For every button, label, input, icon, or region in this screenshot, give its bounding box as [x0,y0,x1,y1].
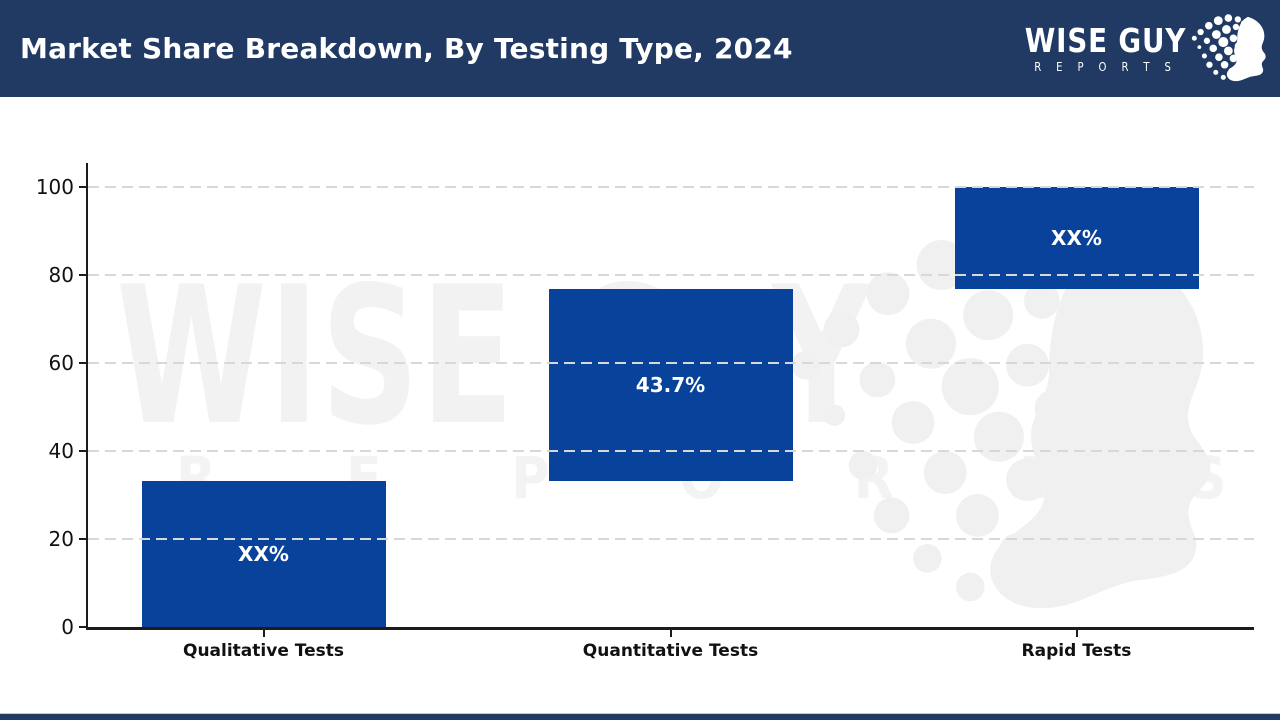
gridline [88,450,1254,452]
x-tick-mark [262,628,265,637]
page-title: Market Share Breakdown, By Testing Type,… [20,32,793,65]
gridline [88,362,1254,364]
y-tick-mark [79,186,87,188]
header-bar: Market Share Breakdown, By Testing Type,… [0,0,1280,97]
logo-text: WISE GUY R E P O R T S [1024,24,1186,74]
gridline [88,538,1254,540]
x-category-label: Qualitative Tests [183,641,344,661]
y-tick-label: 20 [48,527,74,551]
y-tick-mark [79,362,87,364]
footer-bar [0,713,1280,720]
bar-segment [548,288,793,481]
y-tick-mark [79,626,87,628]
x-category-label: Quantitative Tests [582,641,759,661]
logo-name: WISE GUY [1024,20,1186,60]
y-tick-mark [79,274,87,276]
gridline [88,186,1254,188]
bar-value-label: 43.7% [635,372,706,397]
logo-subtitle: R E P O R T S [1033,59,1177,74]
x-category-label: Rapid Tests [1021,641,1132,661]
wiseguy-logo: WISE GUY R E P O R T S [994,13,1280,84]
bar-value-label: XX% [238,541,289,566]
gridline [88,274,1254,276]
y-tick-label: 60 [48,351,74,375]
y-tick-label: 40 [48,439,74,463]
y-tick-mark [79,538,87,540]
bar-segment [954,187,1199,289]
chart-area: WISE G Y R E P O R T S XX%43.7%XX%020406… [0,97,1280,720]
y-tick-label: 100 [35,175,74,199]
x-tick-mark [669,628,672,637]
y-tick-label: 0 [61,615,74,639]
bar-segment [141,480,386,627]
y-axis-line [86,163,88,630]
wiseguy-face-icon [1191,13,1266,81]
y-tick-label: 80 [48,263,74,287]
y-tick-mark [79,450,87,452]
bar-value-label: XX% [1051,225,1102,250]
x-axis-line [86,627,1254,630]
x-tick-mark [1075,628,1078,637]
